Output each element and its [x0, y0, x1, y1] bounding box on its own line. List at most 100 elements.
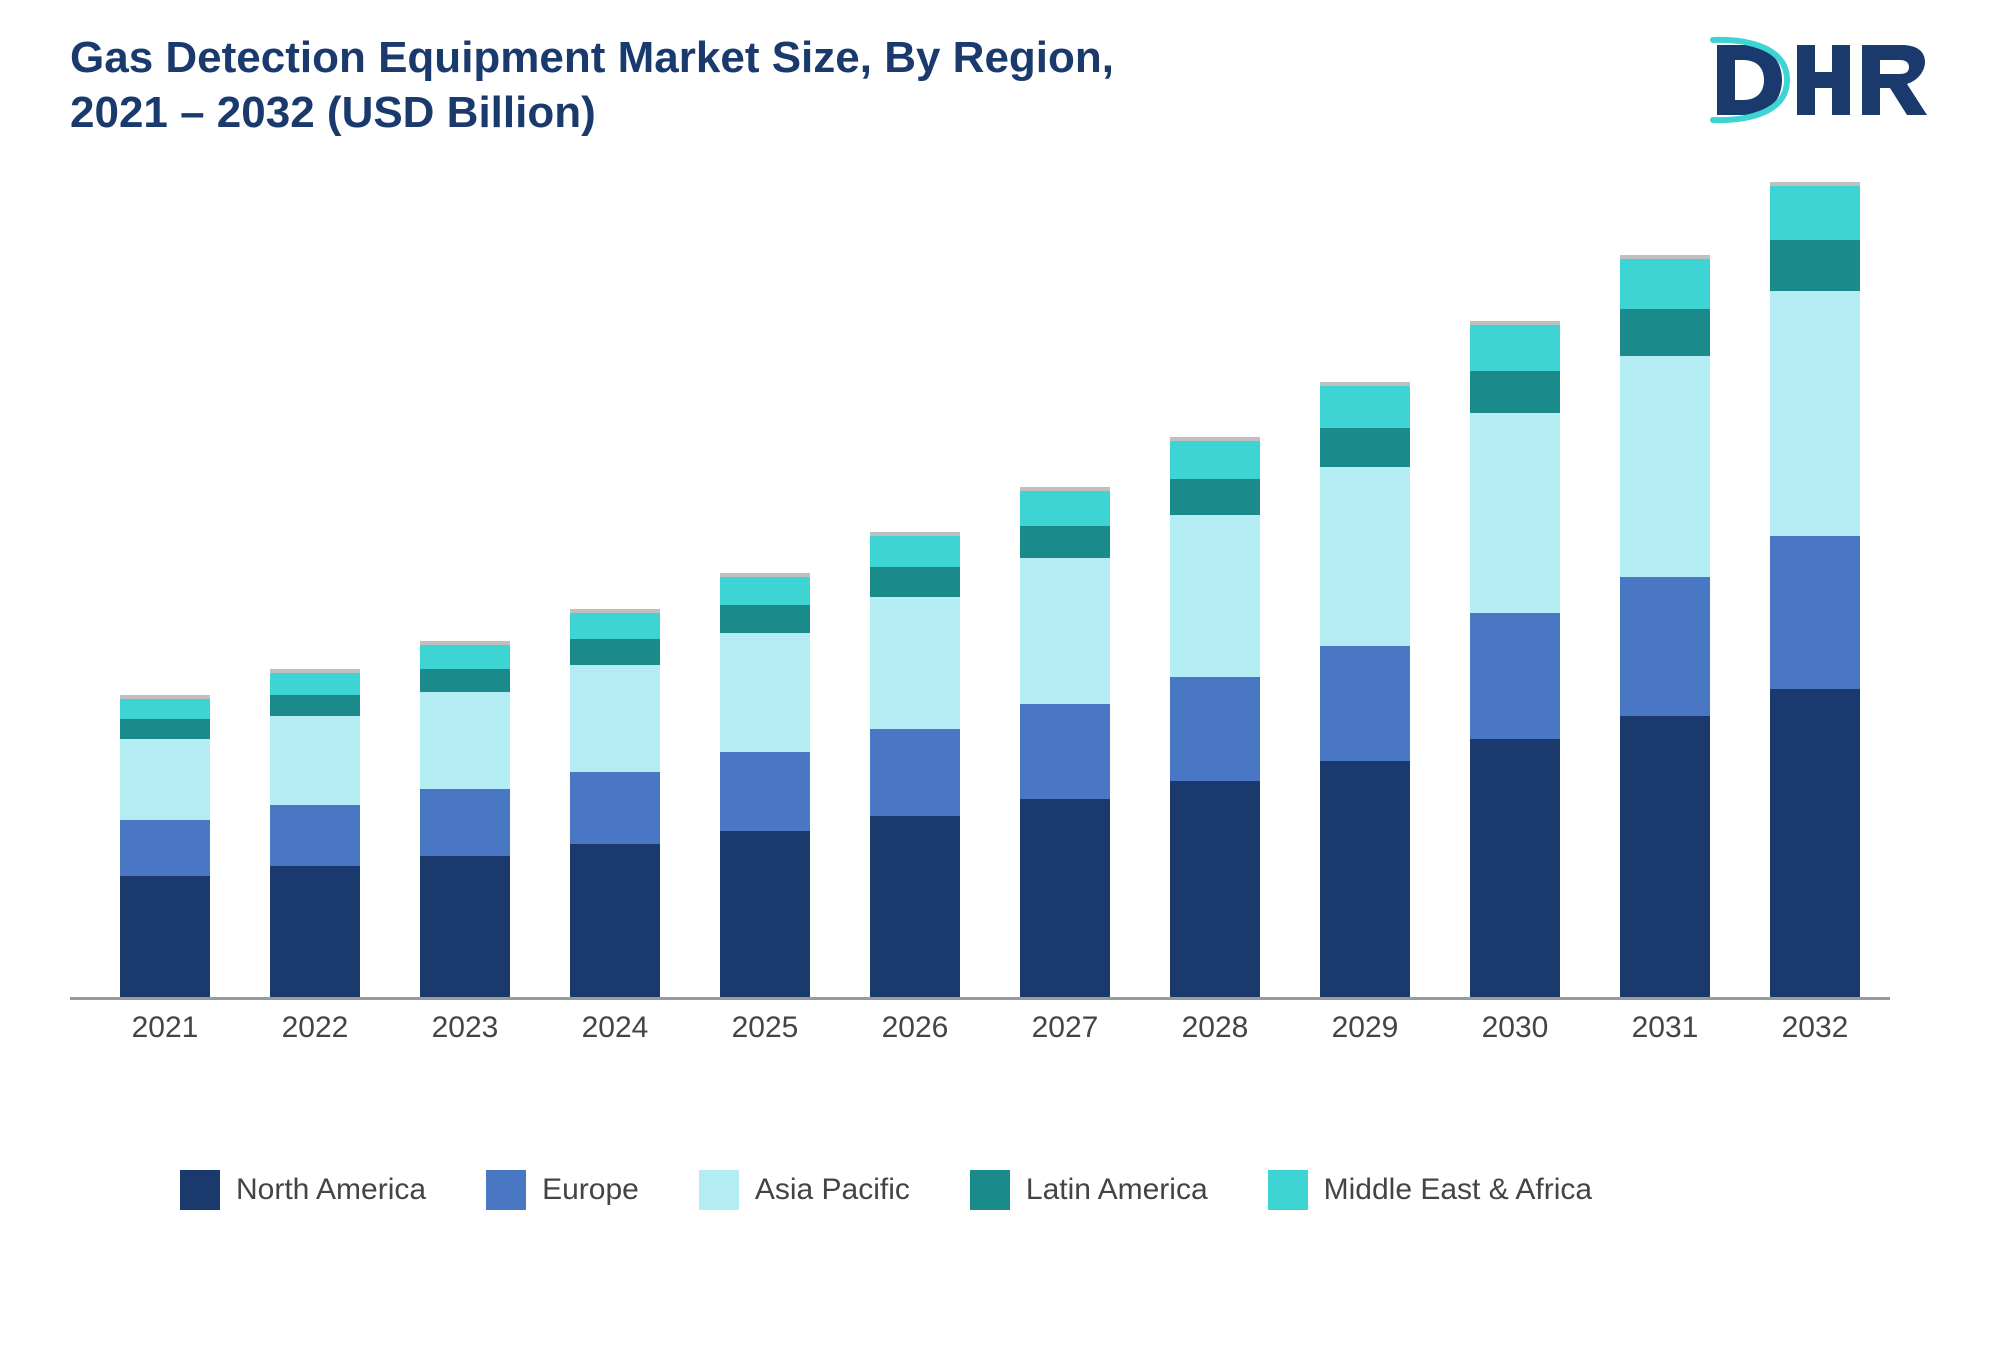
seg-2029-mea — [1320, 386, 1410, 428]
seg-2029-europe — [1320, 646, 1410, 761]
seg-2024-europe — [570, 772, 660, 844]
bar-2028: 2028 — [1170, 437, 1260, 997]
seg-2027-mea — [1020, 491, 1110, 526]
seg-2031-latin_america — [1620, 309, 1710, 355]
bar-cap — [1170, 437, 1260, 441]
seg-2030-asia_pacific — [1470, 413, 1560, 613]
x-tick-label: 2029 — [1332, 1011, 1399, 1045]
seg-2021-mea — [120, 699, 210, 719]
seg-2031-mea — [1620, 259, 1710, 309]
seg-2026-mea — [870, 536, 960, 567]
legend-swatch — [970, 1170, 1010, 1210]
seg-2023-mea — [420, 645, 510, 669]
seg-2031-asia_pacific — [1620, 356, 1710, 577]
bar-cap — [420, 641, 510, 645]
seg-2031-north_america — [1620, 716, 1710, 997]
bar-2023: 2023 — [420, 641, 510, 997]
legend-swatch — [699, 1170, 739, 1210]
seg-2024-mea — [570, 613, 660, 640]
seg-2021-latin_america — [120, 719, 210, 739]
bar-cap — [1470, 321, 1560, 325]
x-tick-label: 2026 — [882, 1011, 949, 1045]
bar-cap — [1020, 487, 1110, 491]
seg-2026-asia_pacific — [870, 597, 960, 729]
bar-cap — [720, 573, 810, 577]
bar-2024: 2024 — [570, 609, 660, 997]
x-tick-label: 2028 — [1182, 1011, 1249, 1045]
seg-2024-latin_america — [570, 639, 660, 664]
seg-2024-asia_pacific — [570, 665, 660, 772]
legend-label: North America — [236, 1173, 426, 1207]
plot-region: 2021 2022 2023 2024 2025 2026 2027 2028 2029 2030… — [70, 230, 1890, 1000]
legend-item-north_america: North America — [180, 1170, 426, 1210]
legend-label: Europe — [542, 1173, 639, 1207]
legend-label: Middle East & Africa — [1324, 1173, 1592, 1207]
legend-label: Asia Pacific — [755, 1173, 910, 1207]
seg-2029-latin_america — [1320, 428, 1410, 467]
seg-2022-latin_america — [270, 695, 360, 716]
bar-2021: 2021 — [120, 695, 210, 997]
seg-2021-asia_pacific — [120, 739, 210, 819]
seg-2025-asia_pacific — [720, 633, 810, 752]
legend-label: Latin America — [1026, 1173, 1208, 1207]
seg-2030-north_america — [1470, 739, 1560, 997]
seg-2028-mea — [1170, 441, 1260, 479]
bar-2022: 2022 — [270, 669, 360, 997]
seg-2028-north_america — [1170, 781, 1260, 997]
x-tick-label: 2027 — [1032, 1011, 1099, 1045]
seg-2029-north_america — [1320, 761, 1410, 997]
seg-2026-north_america — [870, 816, 960, 997]
legend-item-europe: Europe — [486, 1170, 639, 1210]
legend-item-latin_america: Latin America — [970, 1170, 1208, 1210]
seg-2027-asia_pacific — [1020, 558, 1110, 704]
bar-2031: 2031 — [1620, 255, 1710, 997]
seg-2024-north_america — [570, 844, 660, 997]
bar-cap — [570, 609, 660, 613]
seg-2023-latin_america — [420, 669, 510, 692]
seg-2032-latin_america — [1770, 240, 1860, 291]
seg-2023-asia_pacific — [420, 692, 510, 789]
x-tick-label: 2030 — [1482, 1011, 1549, 1045]
x-tick-label: 2022 — [282, 1011, 349, 1045]
seg-2030-mea — [1470, 325, 1560, 371]
bar-2025: 2025 — [720, 573, 810, 997]
bar-2026: 2026 — [870, 532, 960, 997]
chart-area: 2021 2022 2023 2024 2025 2026 2027 2028 2029 2030… — [70, 230, 1890, 1080]
seg-2021-europe — [120, 820, 210, 877]
seg-2025-mea — [720, 577, 810, 606]
seg-2028-asia_pacific — [1170, 515, 1260, 677]
title-line-2: 2021 – 2032 (USD Billion) — [70, 88, 596, 137]
seg-2023-europe — [420, 789, 510, 856]
seg-2021-north_america — [120, 876, 210, 997]
seg-2022-north_america — [270, 866, 360, 997]
seg-2027-europe — [1020, 704, 1110, 799]
x-tick-label: 2032 — [1782, 1011, 1849, 1045]
legend-item-mea: Middle East & Africa — [1268, 1170, 1592, 1210]
x-tick-label: 2025 — [732, 1011, 799, 1045]
dhr-logo — [1707, 30, 1927, 130]
seg-2032-asia_pacific — [1770, 291, 1860, 536]
seg-2028-europe — [1170, 677, 1260, 781]
bar-2032: 2032 — [1770, 182, 1860, 998]
x-tick-label: 2021 — [132, 1011, 199, 1045]
bar-cap — [270, 669, 360, 673]
legend-swatch — [1268, 1170, 1308, 1210]
seg-2026-latin_america — [870, 567, 960, 597]
seg-2032-mea — [1770, 186, 1860, 241]
seg-2025-europe — [720, 752, 810, 831]
seg-2031-europe — [1620, 577, 1710, 716]
seg-2028-latin_america — [1170, 479, 1260, 514]
bar-2029: 2029 — [1320, 382, 1410, 997]
legend-swatch — [486, 1170, 526, 1210]
legend-swatch — [180, 1170, 220, 1210]
seg-2026-europe — [870, 729, 960, 816]
bar-2030: 2030 — [1470, 321, 1560, 997]
bar-cap — [1770, 182, 1860, 186]
seg-2032-europe — [1770, 536, 1860, 689]
bar-2027: 2027 — [1020, 487, 1110, 997]
seg-2029-asia_pacific — [1320, 467, 1410, 646]
bar-cap — [1320, 382, 1410, 386]
seg-2025-latin_america — [720, 605, 810, 632]
x-tick-label: 2023 — [432, 1011, 499, 1045]
legend: North America Europe Asia Pacific Latin Ame… — [70, 1170, 1890, 1210]
